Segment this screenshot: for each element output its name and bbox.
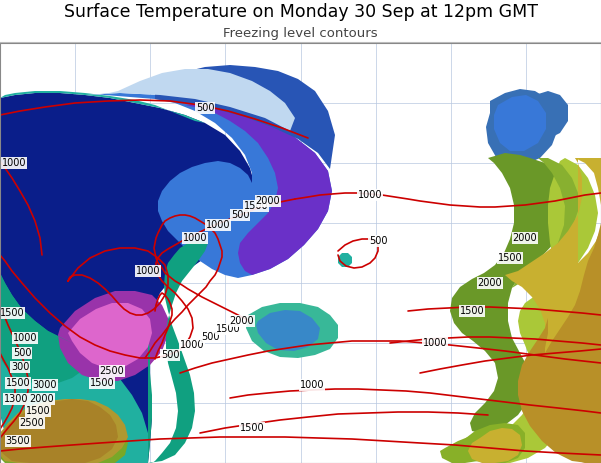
Text: 1000: 1000: [423, 338, 447, 348]
Polygon shape: [562, 368, 601, 463]
Text: 2000: 2000: [255, 196, 280, 206]
Polygon shape: [0, 399, 118, 463]
Polygon shape: [338, 253, 352, 267]
Text: 500: 500: [201, 332, 219, 342]
Polygon shape: [518, 223, 601, 463]
Polygon shape: [0, 399, 128, 463]
Text: 500: 500: [231, 210, 249, 220]
Text: 2000: 2000: [513, 233, 537, 243]
Text: 1500: 1500: [0, 308, 24, 318]
Polygon shape: [440, 435, 490, 463]
Polygon shape: [512, 158, 578, 288]
Text: 1500: 1500: [460, 306, 484, 316]
Polygon shape: [85, 69, 295, 131]
Polygon shape: [556, 378, 601, 463]
Text: 1000: 1000: [300, 380, 325, 390]
Text: 500: 500: [160, 350, 179, 360]
Text: 3500: 3500: [5, 436, 30, 446]
Text: 1500: 1500: [240, 423, 264, 433]
Text: 1000: 1000: [358, 190, 382, 200]
Polygon shape: [80, 93, 332, 278]
Polygon shape: [0, 291, 148, 463]
Text: 1000: 1000: [180, 340, 204, 350]
Polygon shape: [528, 91, 568, 139]
Polygon shape: [505, 158, 601, 463]
Text: 500: 500: [13, 348, 31, 358]
Text: 2000: 2000: [29, 394, 54, 404]
Text: 1300: 1300: [4, 394, 28, 404]
Text: 1000: 1000: [136, 266, 160, 276]
Text: 1000: 1000: [183, 233, 207, 243]
Polygon shape: [494, 95, 546, 151]
Text: Freezing level contours: Freezing level contours: [223, 27, 378, 40]
Text: 2000: 2000: [230, 316, 254, 326]
Polygon shape: [246, 303, 338, 358]
Polygon shape: [458, 423, 525, 463]
Polygon shape: [476, 158, 598, 463]
Text: 1500: 1500: [90, 378, 114, 388]
Text: 1000: 1000: [2, 158, 26, 168]
Polygon shape: [155, 65, 335, 169]
Text: 500: 500: [196, 103, 214, 113]
Text: 1000: 1000: [206, 220, 230, 230]
Polygon shape: [68, 303, 152, 369]
Polygon shape: [256, 310, 320, 351]
Polygon shape: [486, 89, 558, 165]
Polygon shape: [0, 273, 85, 385]
Text: 1000: 1000: [13, 333, 37, 343]
Polygon shape: [0, 91, 205, 123]
Polygon shape: [575, 158, 601, 205]
Text: 2000: 2000: [478, 278, 502, 288]
Polygon shape: [0, 273, 72, 343]
Text: 1500: 1500: [26, 406, 50, 416]
Text: 1500: 1500: [243, 201, 268, 211]
Text: 500: 500: [369, 236, 387, 246]
Polygon shape: [0, 411, 128, 463]
Text: 2500: 2500: [20, 418, 44, 428]
Text: 1500: 1500: [498, 253, 522, 263]
Polygon shape: [450, 153, 572, 433]
Polygon shape: [0, 93, 255, 463]
Text: 1500: 1500: [5, 378, 30, 388]
Text: Surface Temperature on Monday 30 Sep at 12pm GMT: Surface Temperature on Monday 30 Sep at …: [64, 3, 537, 21]
Text: 1500: 1500: [216, 324, 240, 334]
Polygon shape: [468, 428, 522, 463]
Polygon shape: [58, 291, 168, 381]
Text: 3000: 3000: [32, 380, 57, 390]
Polygon shape: [185, 103, 332, 275]
Text: 2500: 2500: [100, 366, 124, 376]
Polygon shape: [148, 241, 208, 463]
Text: 300: 300: [11, 362, 29, 372]
